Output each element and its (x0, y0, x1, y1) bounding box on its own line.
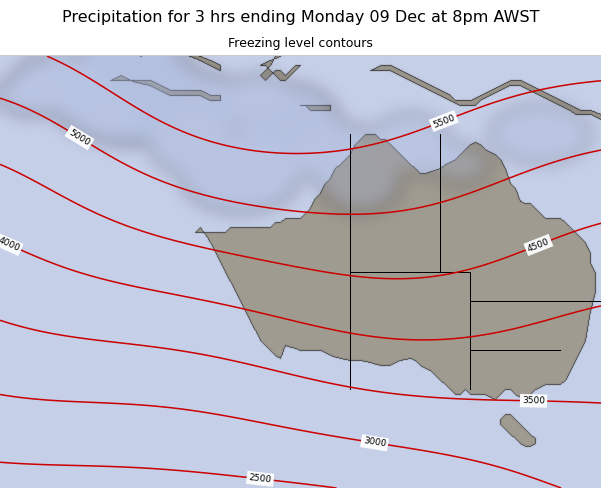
Text: 4000: 4000 (0, 236, 21, 253)
Text: Freezing level contours: Freezing level contours (228, 37, 373, 50)
Text: 4500: 4500 (526, 237, 551, 253)
Text: 2500: 2500 (248, 473, 272, 485)
Text: 5500: 5500 (432, 113, 456, 129)
Text: Precipitation for 3 hrs ending Monday 09 Dec at 8pm AWST: Precipitation for 3 hrs ending Monday 09… (62, 10, 539, 25)
Text: 3500: 3500 (522, 396, 545, 406)
Text: 5000: 5000 (67, 128, 91, 147)
Text: 3000: 3000 (362, 437, 386, 449)
